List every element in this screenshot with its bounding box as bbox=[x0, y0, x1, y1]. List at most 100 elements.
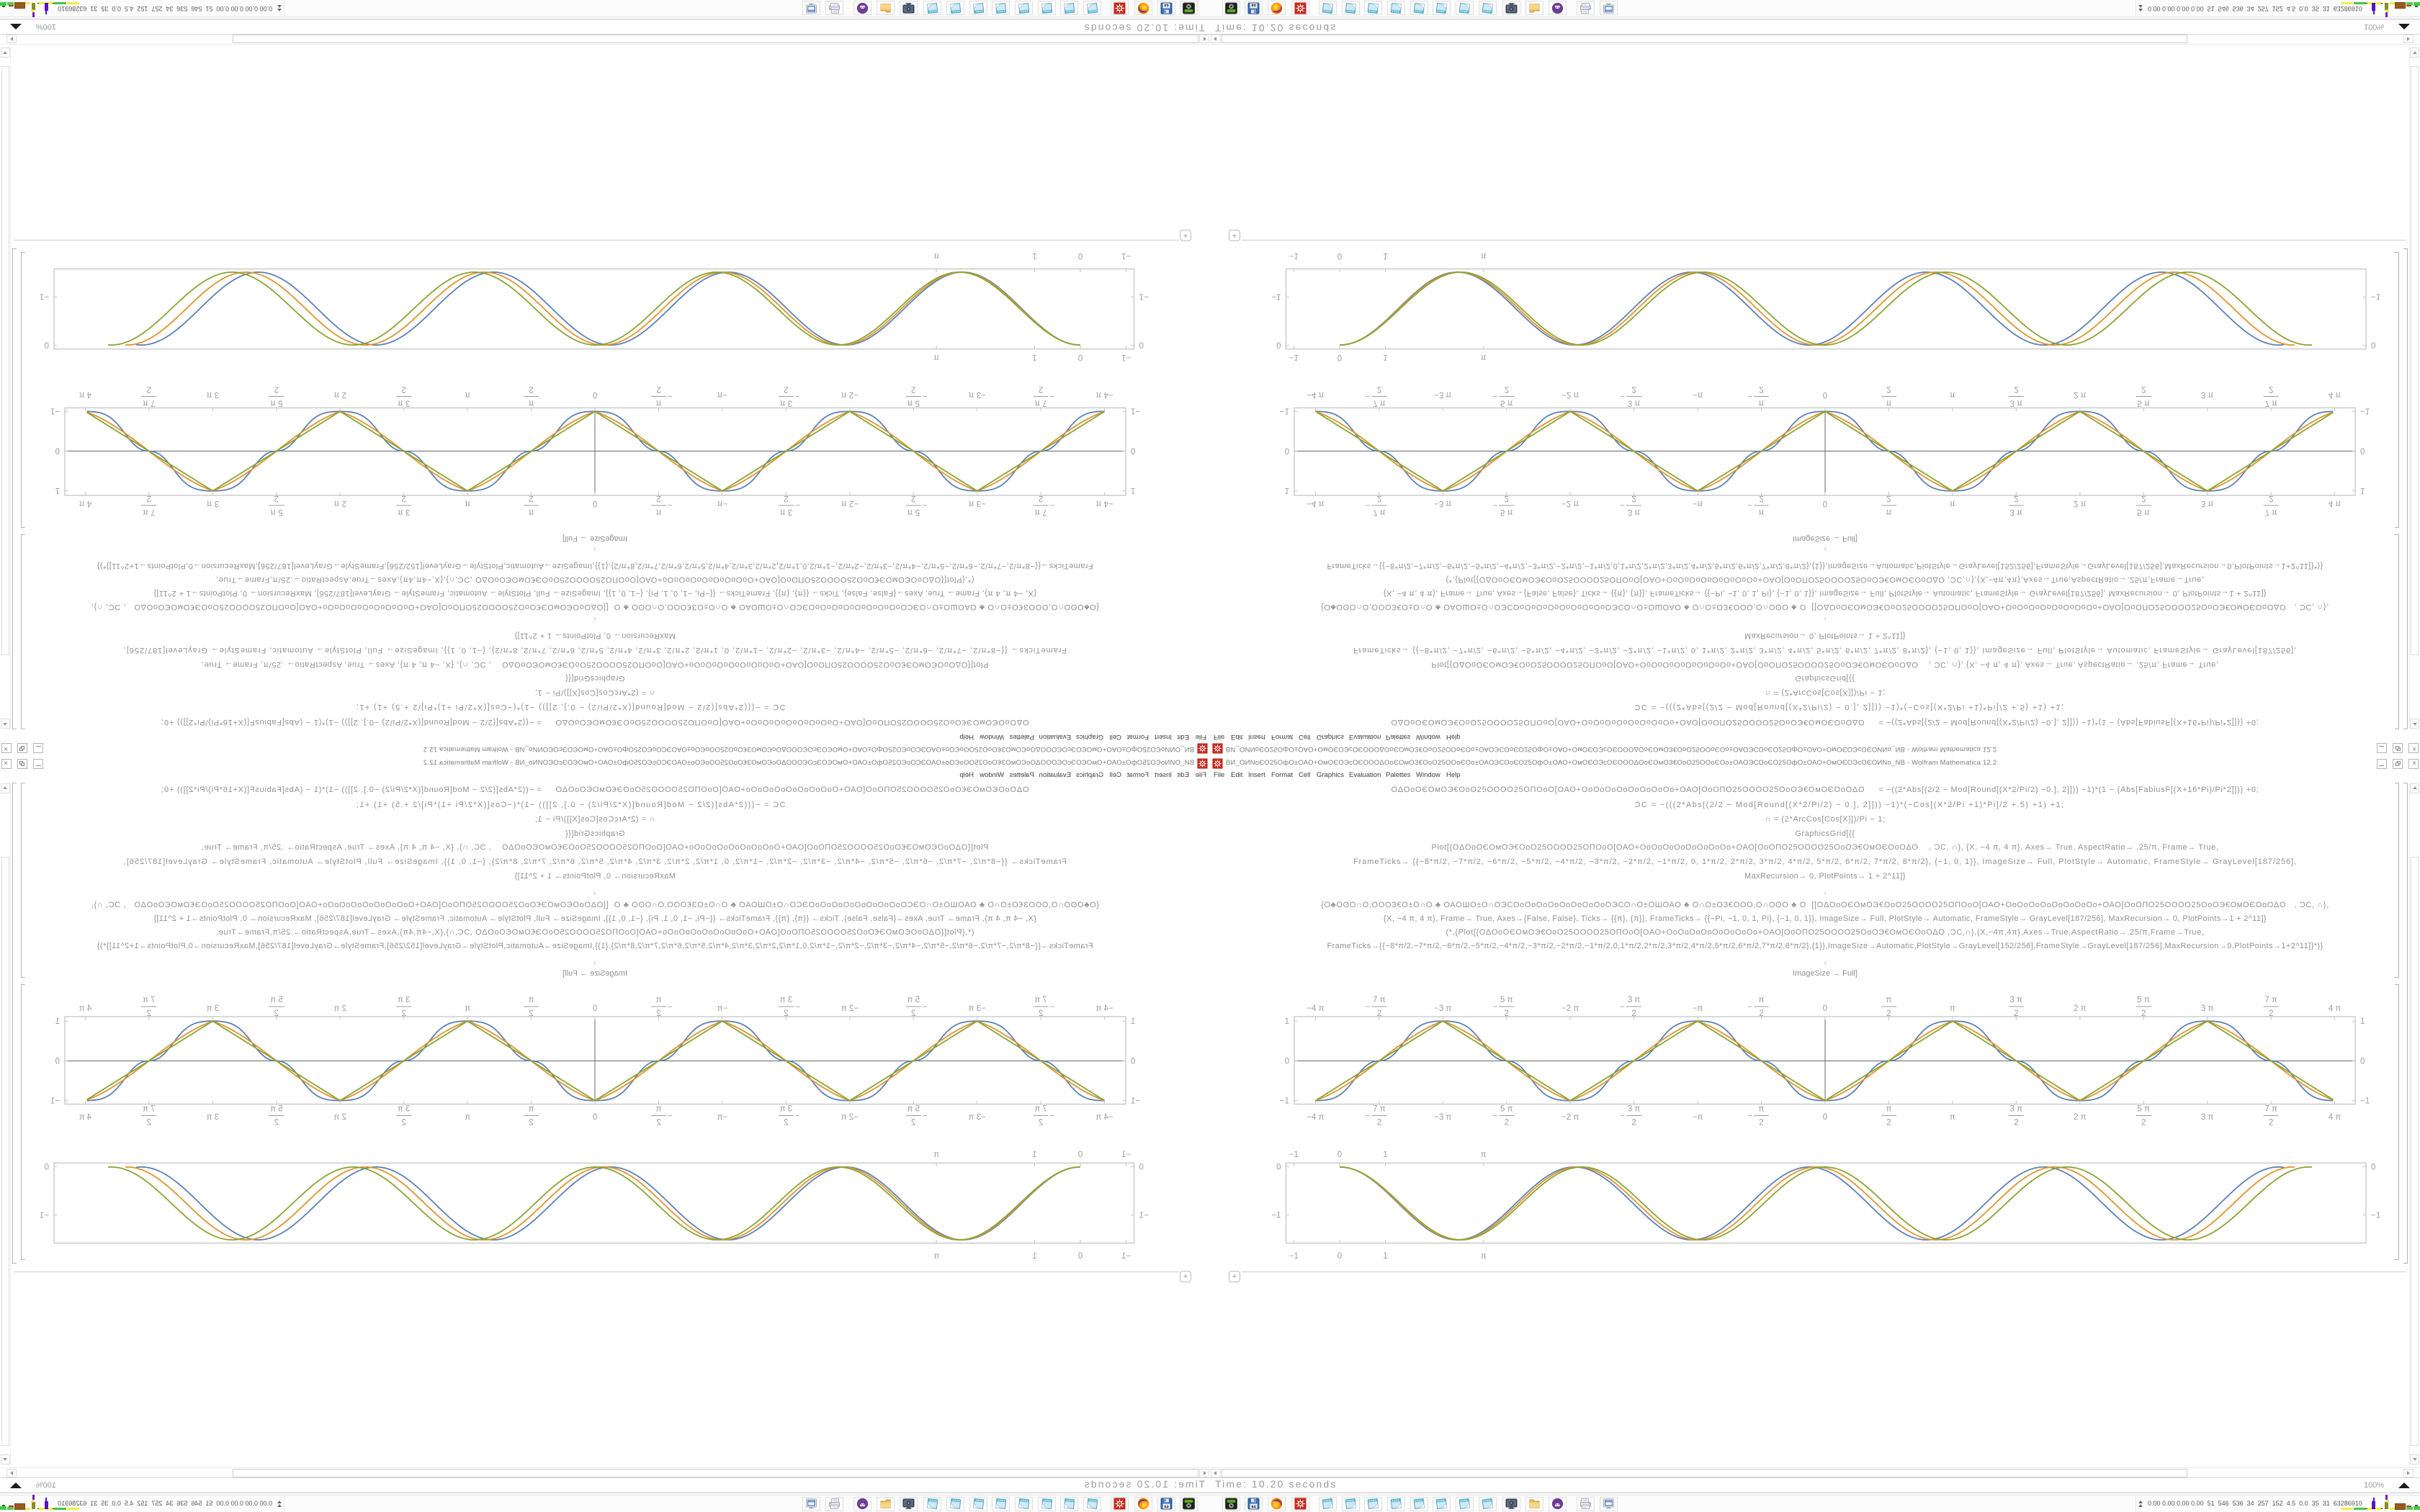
svg-text:1: 1 bbox=[1383, 1252, 1387, 1261]
svg-text:1: 1 bbox=[1131, 1017, 1135, 1026]
svg-text:2 π: 2 π bbox=[2074, 499, 2087, 508]
svg-text:1: 1 bbox=[1131, 486, 1135, 495]
svg-text:−: − bbox=[923, 500, 928, 509]
svg-text:−: − bbox=[1492, 1003, 1497, 1012]
svg-text:0: 0 bbox=[1337, 353, 1342, 361]
svg-text:3 π: 3 π bbox=[780, 508, 793, 516]
svg-text:−: − bbox=[1049, 392, 1054, 400]
svg-text:3 π: 3 π bbox=[2010, 1105, 2023, 1114]
svg-text:1: 1 bbox=[55, 1017, 60, 1026]
svg-text:π: π bbox=[1886, 996, 1892, 1004]
svg-text:−3 π: −3 π bbox=[1434, 1113, 1451, 1122]
svg-text:−1: −1 bbox=[1280, 1097, 1289, 1106]
svg-text:2: 2 bbox=[2014, 494, 2018, 503]
svg-text:1: 1 bbox=[55, 486, 60, 495]
svg-text:−: − bbox=[1366, 1003, 1371, 1012]
svg-text:−: − bbox=[1492, 500, 1497, 509]
svg-text:2: 2 bbox=[1759, 385, 1763, 394]
svg-text:0: 0 bbox=[1823, 1004, 1827, 1013]
svg-text:7 π: 7 π bbox=[143, 1105, 156, 1114]
svg-text:2: 2 bbox=[401, 1009, 405, 1018]
svg-text:7 π: 7 π bbox=[1034, 399, 1047, 408]
svg-text:−1: −1 bbox=[1289, 1151, 1299, 1159]
svg-text:2: 2 bbox=[529, 494, 533, 503]
svg-text:−3 π: −3 π bbox=[969, 390, 986, 399]
svg-text:3 π: 3 π bbox=[780, 1105, 793, 1114]
svg-text:2: 2 bbox=[1505, 385, 1509, 394]
svg-text:0: 0 bbox=[593, 499, 597, 508]
svg-text:0: 0 bbox=[1078, 353, 1083, 361]
svg-text:−: − bbox=[1366, 392, 1371, 400]
svg-text:2: 2 bbox=[2014, 385, 2018, 394]
svg-text:−: − bbox=[795, 392, 800, 400]
svg-text:−1: −1 bbox=[2360, 406, 2370, 415]
svg-text:1: 1 bbox=[1032, 1151, 1036, 1159]
svg-text:64: 64 bbox=[1251, 3, 1256, 7]
svg-text:π: π bbox=[528, 399, 534, 408]
svg-text:2 π: 2 π bbox=[2074, 1113, 2087, 1122]
svg-text:2: 2 bbox=[911, 1119, 915, 1128]
svg-text:−1: −1 bbox=[1271, 292, 1281, 301]
svg-text:−2 π: −2 π bbox=[841, 1113, 859, 1122]
svg-text:3 π: 3 π bbox=[206, 1004, 219, 1013]
svg-text:2: 2 bbox=[1505, 1119, 1509, 1128]
svg-text:0: 0 bbox=[2371, 341, 2375, 349]
svg-text:3 π: 3 π bbox=[1628, 1105, 1641, 1114]
svg-text:64: 64 bbox=[1251, 1505, 1256, 1509]
svg-text:5 π: 5 π bbox=[270, 996, 283, 1004]
svg-text:5 π: 5 π bbox=[1500, 996, 1513, 1004]
svg-text:2: 2 bbox=[274, 385, 279, 394]
svg-text:0: 0 bbox=[1337, 1252, 1342, 1261]
svg-text:1: 1 bbox=[1285, 486, 1289, 495]
svg-text:2 π: 2 π bbox=[333, 1004, 346, 1013]
svg-text:π: π bbox=[1759, 996, 1765, 1004]
svg-text:0: 0 bbox=[2371, 1163, 2375, 1171]
svg-text:2: 2 bbox=[1759, 494, 1763, 503]
svg-text:2: 2 bbox=[1759, 1009, 1763, 1018]
svg-text:−: − bbox=[1747, 392, 1752, 400]
svg-text:−3 π: −3 π bbox=[1434, 1004, 1451, 1013]
svg-text:5 π: 5 π bbox=[270, 1105, 283, 1114]
svg-text:2: 2 bbox=[1886, 494, 1891, 503]
svg-text:3 π: 3 π bbox=[2201, 1004, 2214, 1013]
svg-text:π: π bbox=[1481, 251, 1487, 260]
svg-text:2: 2 bbox=[1039, 385, 1043, 394]
svg-text:2: 2 bbox=[1505, 1009, 1509, 1018]
svg-text:0: 0 bbox=[1131, 1057, 1135, 1066]
svg-text:π: π bbox=[933, 1151, 939, 1159]
svg-text:7 π: 7 π bbox=[1034, 1105, 1047, 1114]
svg-text:2: 2 bbox=[1631, 494, 1636, 503]
svg-text:−1: −1 bbox=[2371, 292, 2380, 301]
svg-text:2: 2 bbox=[911, 1009, 915, 1018]
svg-text:0: 0 bbox=[1337, 251, 1342, 260]
svg-text:2: 2 bbox=[147, 1119, 151, 1128]
svg-text:2: 2 bbox=[147, 1009, 151, 1018]
svg-text:−1: −1 bbox=[1139, 292, 1149, 301]
svg-text:0: 0 bbox=[1276, 1163, 1281, 1171]
svg-text:2: 2 bbox=[656, 1009, 660, 1018]
svg-text:0: 0 bbox=[593, 390, 597, 399]
svg-text:2: 2 bbox=[911, 385, 915, 394]
svg-text:2: 2 bbox=[2014, 1009, 2018, 1018]
svg-text:2: 2 bbox=[529, 1009, 533, 1018]
svg-text:2: 2 bbox=[1377, 1119, 1381, 1128]
svg-text:−2 π: −2 π bbox=[841, 390, 859, 399]
svg-text:5 π: 5 π bbox=[907, 996, 920, 1004]
svg-text:−2 π: −2 π bbox=[841, 1004, 859, 1013]
svg-text:1: 1 bbox=[1383, 1151, 1387, 1159]
svg-text:π: π bbox=[655, 508, 661, 516]
svg-text:2: 2 bbox=[529, 1119, 533, 1128]
svg-text:2: 2 bbox=[1759, 1119, 1763, 1128]
svg-text:π: π bbox=[1950, 1004, 1955, 1013]
svg-text:−1: −1 bbox=[1289, 251, 1299, 260]
svg-text:−: − bbox=[1492, 1112, 1497, 1121]
svg-text:5 π: 5 π bbox=[1500, 508, 1513, 516]
svg-text:π: π bbox=[465, 499, 470, 508]
svg-text:π: π bbox=[1481, 353, 1487, 361]
svg-text:5 π: 5 π bbox=[2137, 1105, 2150, 1114]
svg-text:2: 2 bbox=[401, 1119, 405, 1128]
svg-text:2: 2 bbox=[147, 494, 151, 503]
svg-text:7 π: 7 π bbox=[2264, 1105, 2277, 1114]
svg-text:−1: −1 bbox=[50, 406, 60, 415]
svg-text:−π: −π bbox=[717, 499, 728, 508]
